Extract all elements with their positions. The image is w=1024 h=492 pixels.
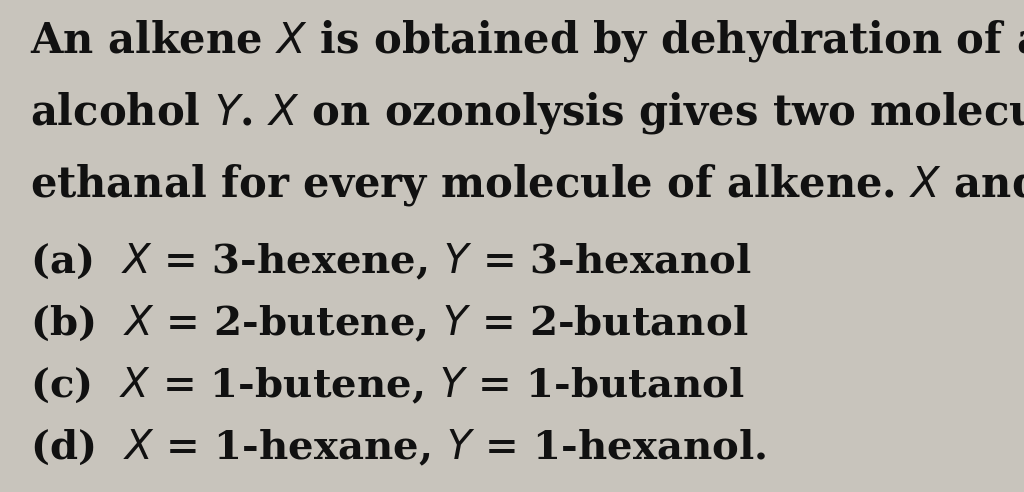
Text: (d)  $X$ = 1-hexane, $Y$ = 1-hexanol.: (d) $X$ = 1-hexane, $Y$ = 1-hexanol. [30,428,766,468]
Text: (b)  $X$ = 2-butene, $Y$ = 2-butanol: (b) $X$ = 2-butene, $Y$ = 2-butanol [30,304,749,344]
Text: (a)  $X$ = 3-hexene, $Y$ = 3-hexanol: (a) $X$ = 3-hexene, $Y$ = 3-hexanol [30,242,752,282]
Text: alcohol $Y$. $X$ on ozonolysis gives two molecules of: alcohol $Y$. $X$ on ozonolysis gives two… [30,90,1024,136]
Text: ethanal for every molecule of alkene. $X$ and $Y$ are: ethanal for every molecule of alkene. $X… [30,162,1024,208]
Text: An alkene $X$ is obtained by dehydration of an: An alkene $X$ is obtained by dehydration… [30,18,1024,64]
Text: (c)  $X$ = 1-butene, $Y$ = 1-butanol: (c) $X$ = 1-butene, $Y$ = 1-butanol [30,366,744,406]
